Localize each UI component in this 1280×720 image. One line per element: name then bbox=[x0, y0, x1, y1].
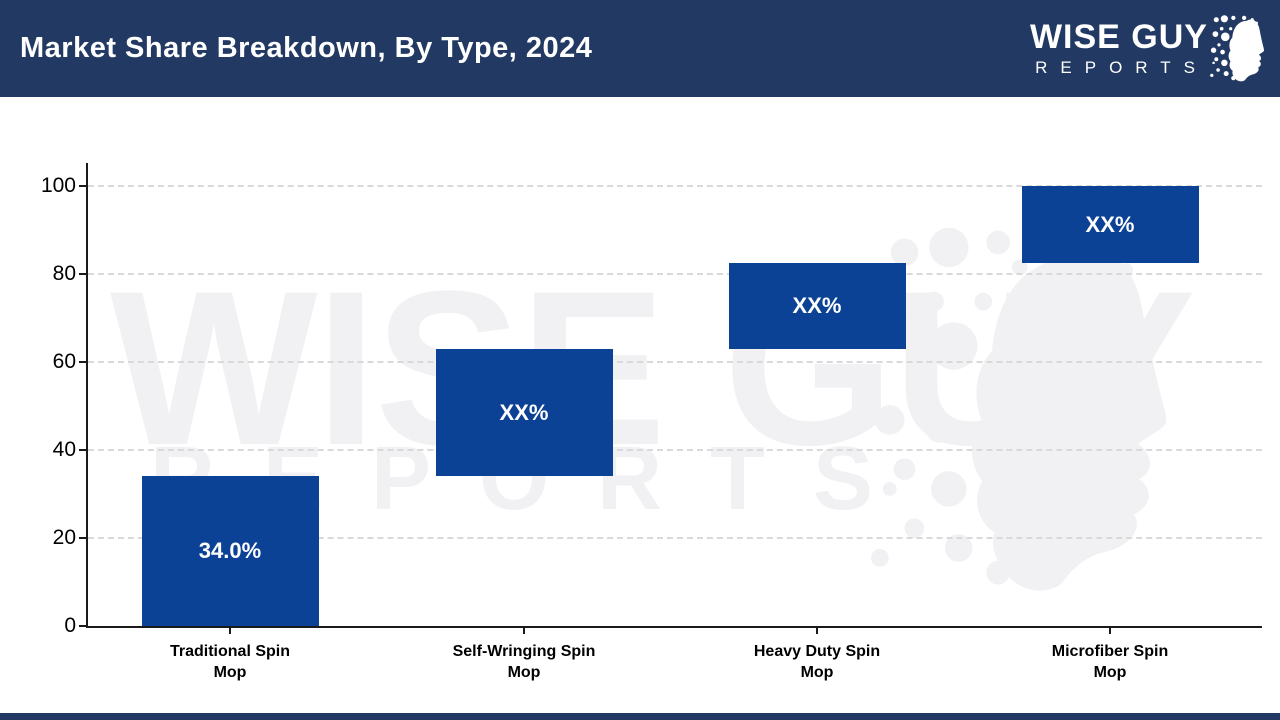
y-tick-label: 80 bbox=[52, 262, 76, 285]
y-tick-label: 0 bbox=[64, 614, 76, 637]
gridline bbox=[88, 273, 1262, 275]
logo-text: WISE GUY REPORTS bbox=[1030, 20, 1208, 78]
x-axis-line bbox=[86, 626, 1262, 628]
gridline bbox=[88, 361, 1262, 363]
x-tick-mark bbox=[816, 628, 818, 634]
bar-value-label: XX% bbox=[499, 399, 549, 425]
x-category-label-line: Microfiber Spin bbox=[1051, 643, 1169, 660]
x-category-label: Traditional Spin Mop bbox=[110, 641, 350, 683]
x-tick-mark bbox=[1109, 628, 1111, 634]
x-category-label-line: Self-Wringing Spin bbox=[452, 643, 596, 660]
x-tick-mark bbox=[523, 628, 525, 634]
x-category-label: Heavy Duty Spin Mop bbox=[697, 641, 937, 683]
logo-wise-guy-text: WISE GUY bbox=[1029, 17, 1208, 56]
logo-head-icon bbox=[1210, 14, 1265, 81]
y-tick-label: 40 bbox=[52, 438, 76, 461]
y-tick-label: 100 bbox=[40, 174, 76, 197]
bar-segment: XX% bbox=[435, 348, 613, 477]
bar-value-label: XX% bbox=[792, 292, 842, 318]
y-tick-mark bbox=[79, 449, 87, 451]
bar-segment: XX% bbox=[1021, 186, 1199, 263]
x-category-label: Self-Wringing Spin Mop bbox=[404, 641, 644, 683]
y-axis-line bbox=[86, 163, 88, 628]
y-tick-mark bbox=[79, 361, 87, 363]
wise-guy-logo: WISE GUY REPORTS bbox=[1030, 13, 1272, 85]
x-category-label-line: Mop bbox=[1093, 664, 1127, 681]
y-tick-mark bbox=[79, 185, 87, 187]
page-title: Market Share Breakdown, By Type, 2024 bbox=[20, 32, 593, 64]
x-category-label-line: Mop bbox=[507, 664, 541, 681]
bar-segment: 34.0% bbox=[141, 476, 319, 626]
x-category-label-line: Mop bbox=[213, 664, 247, 681]
y-tick-mark bbox=[79, 273, 87, 275]
x-category-label-line: Traditional Spin bbox=[169, 643, 290, 660]
y-tick-label: 60 bbox=[52, 350, 76, 373]
x-tick-mark bbox=[229, 628, 231, 634]
y-tick-label: 20 bbox=[52, 526, 76, 549]
x-category-label-line: Heavy Duty Spin bbox=[753, 643, 881, 660]
bar-segment: XX% bbox=[728, 263, 906, 349]
header-bar: Market Share Breakdown, By Type, 2024 WI… bbox=[0, 0, 1280, 97]
gridline bbox=[88, 449, 1262, 451]
watermark-head-icon bbox=[870, 228, 1167, 591]
bar-value-label: 34.0% bbox=[198, 538, 262, 564]
gridline bbox=[88, 185, 1262, 187]
bar-value-label: XX% bbox=[1085, 211, 1135, 237]
x-category-label-line: Mop bbox=[800, 664, 834, 681]
logo-reports-text: REPORTS bbox=[1035, 57, 1208, 77]
gridline bbox=[88, 537, 1262, 539]
x-category-label: Microfiber Spin Mop bbox=[990, 641, 1230, 683]
footer-bar bbox=[0, 713, 1280, 720]
y-tick-mark bbox=[79, 537, 87, 539]
y-tick-mark bbox=[79, 625, 87, 627]
